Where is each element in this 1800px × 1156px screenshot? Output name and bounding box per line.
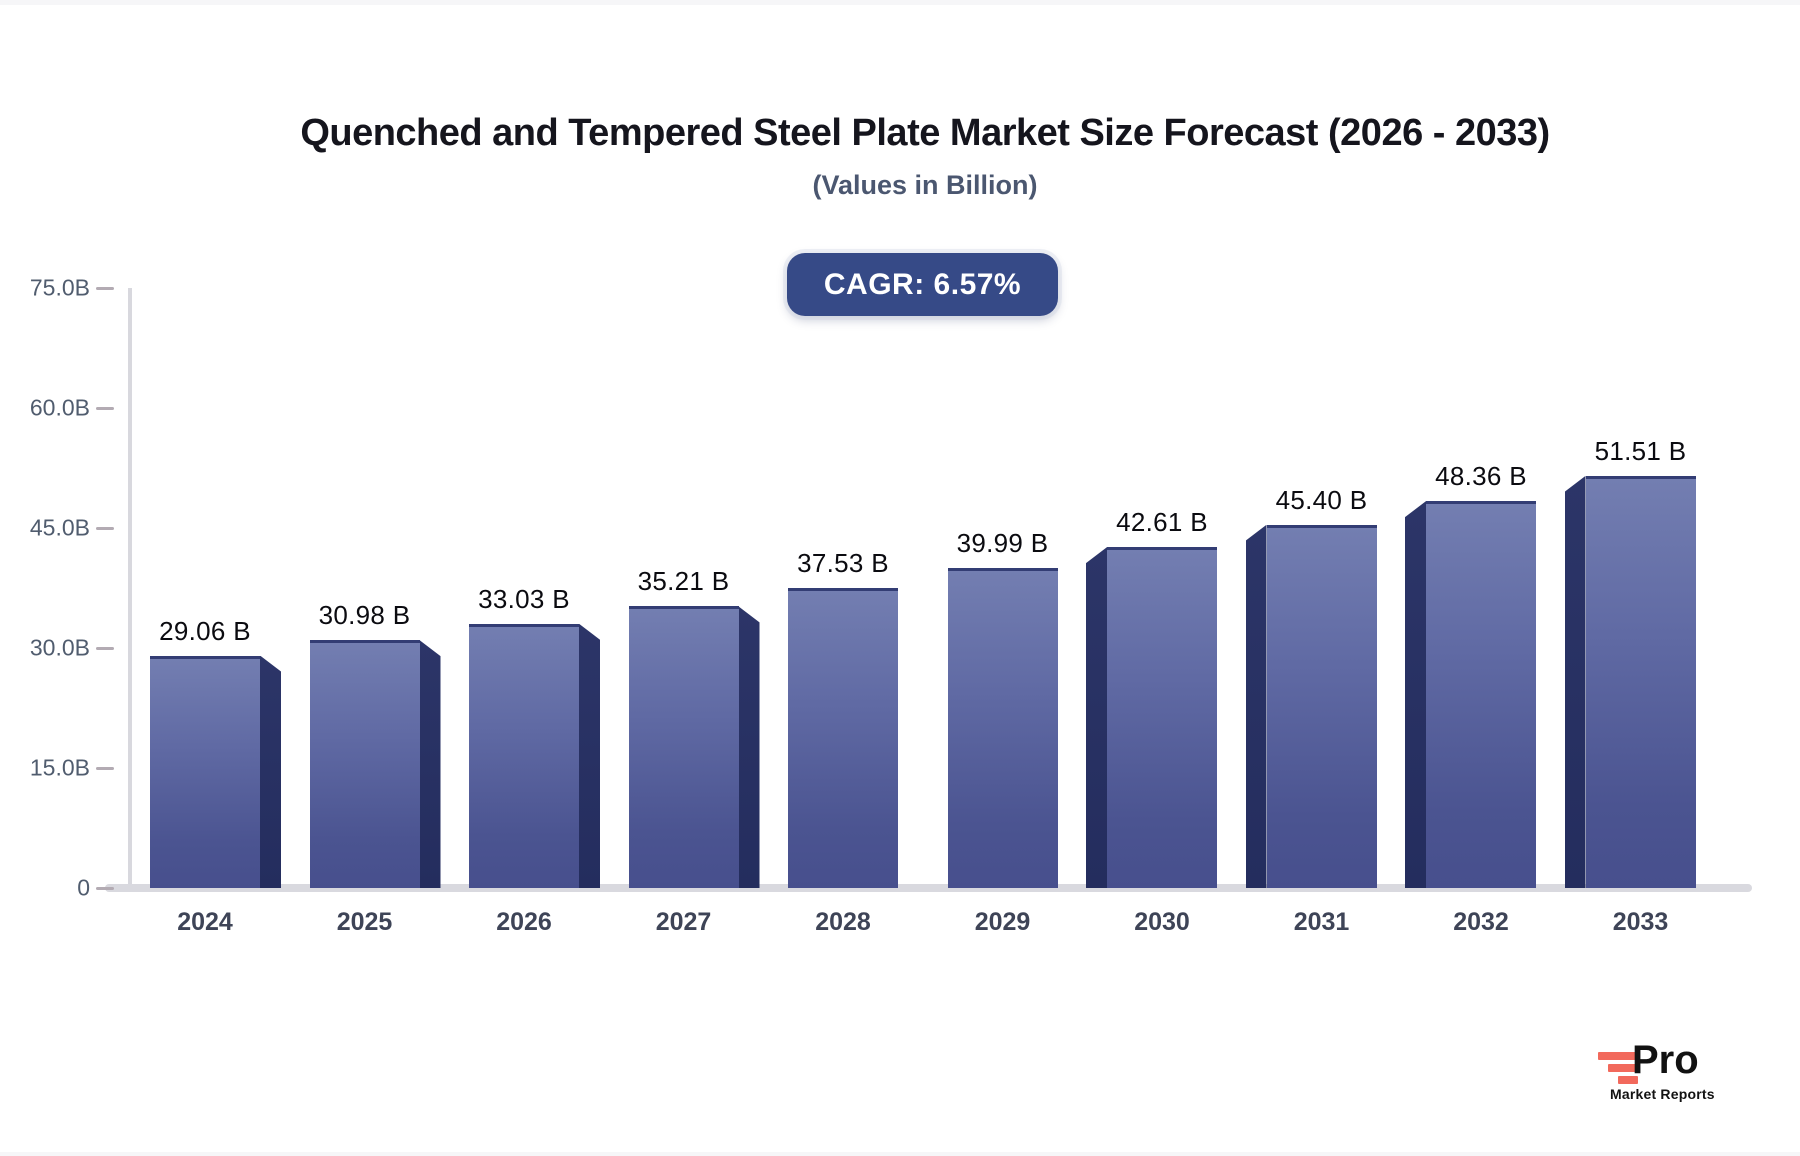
y-axis-tick-mark [96,407,114,410]
bar [309,640,420,888]
bar-3d-side [1245,524,1267,888]
y-axis-line [128,288,132,888]
y-axis-tick-mark [96,287,114,290]
bar [788,587,898,888]
x-axis-year-label: 2026 [496,908,552,936]
x-axis-year-label: 2032 [1453,908,1509,936]
bar-value-label: 37.53 B [797,547,889,578]
bar-value-label: 33.03 B [478,583,570,614]
bar-3d-side [1086,547,1107,888]
x-axis-year-label: 2027 [655,908,712,936]
y-axis-tick-label: 75.0B [29,274,90,301]
brand-logo: Pro Market Reports [1598,1040,1788,1120]
bar-value-label: 42.61 B [1116,507,1208,538]
x-axis-baseline [105,884,1752,892]
bar [947,568,1058,888]
chart-subtitle: (Values in Billion) [812,170,1038,200]
bar-value-label: 45.40 B [1275,484,1368,515]
y-axis-tick-label: 30.0B [29,634,90,661]
bar [469,623,579,888]
x-axis-year-label: 2033 [1612,908,1669,936]
chart-title: Quenched and Tempered Steel Plate Market… [300,112,1550,154]
bar-3d-side [260,655,281,888]
bar [1266,524,1377,888]
logo-tagline: Market Reports [1610,1086,1715,1102]
bar [628,606,739,888]
y-axis-tick-mark [96,527,114,530]
x-axis-year-label: 2030 [1134,908,1190,936]
bar-3d-side [738,606,760,888]
bar-value-label: 29.06 B [159,615,251,646]
y-axis-tick-mark [96,887,114,890]
y-axis-tick-mark [96,767,114,770]
bar-value-label: 51.51 B [1594,435,1687,466]
logo-name: Pro [1632,1038,1699,1082]
y-axis-tick-label: 60.0B [29,394,90,421]
bar [150,655,260,888]
bar-3d-side [579,623,600,888]
y-axis-tick-label: 45.0B [29,514,90,541]
top-edge-strip [0,0,1800,5]
x-axis-year-label: 2029 [974,908,1031,936]
cagr-badge-label: CAGR: 6.57% [823,267,1022,301]
bar [1585,475,1696,888]
y-axis-tick-label: 15.0B [29,754,90,781]
bottom-edge-strip [0,1152,1800,1156]
x-axis-year-label: 2031 [1293,908,1350,936]
x-axis-year-label: 2024 [177,908,233,936]
bar-value-label: 35.21 B [637,566,730,597]
bar-value-label: 39.99 B [956,528,1049,559]
x-axis-year-label: 2028 [815,908,871,936]
bar-value-label: 48.36 B [1435,461,1527,492]
cagr-badge: CAGR: 6.57% [787,253,1058,316]
y-axis-tick-label: 0 [77,874,90,901]
x-axis-year-label: 2025 [336,908,393,936]
bar-3d-side [1405,501,1426,888]
bar [1107,547,1217,888]
bar [1426,501,1536,888]
logo-bars-icon [1598,1052,1638,1084]
y-axis-tick-mark [96,647,114,650]
bar-3d-side [419,640,441,888]
bar-3d-side [1564,475,1586,888]
bar-value-label: 30.98 B [318,600,411,631]
